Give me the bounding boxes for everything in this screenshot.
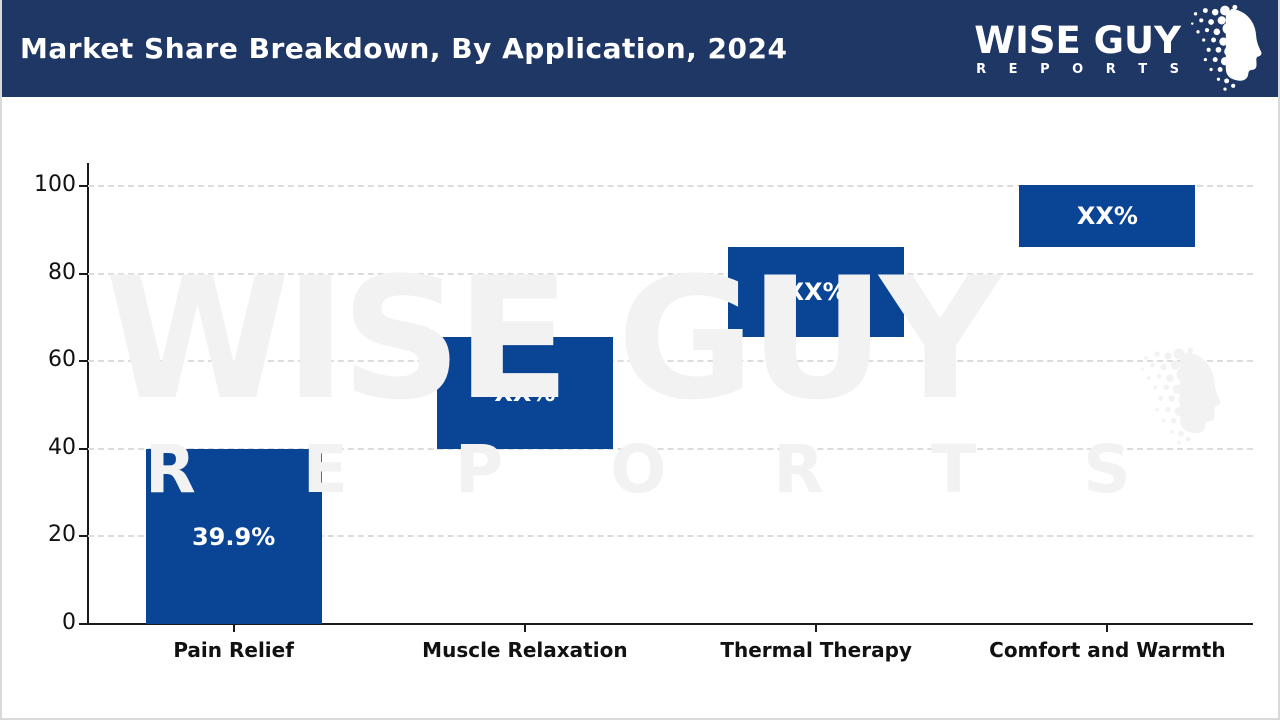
x-tick-mark [523,625,526,632]
wiseguy-logo-text: WISE GUY R E P O R T S [967,22,1188,76]
gridline [88,535,1253,538]
wiseguy-wordmark: WISE GUY [974,18,1181,62]
x-category-label: Pain Relief [173,638,294,662]
image-border-left [0,0,2,720]
y-tick-mark [79,185,87,187]
y-tick-mark [79,447,87,450]
x-category-label: Comfort and Warmth [989,638,1226,662]
y-tick-mark [79,272,87,275]
x-axis-line [86,623,1253,625]
y-axis-spine [87,163,89,625]
page-title: Market Share Breakdown, By Application, … [20,32,788,65]
x-category-label: Thermal Therapy [720,638,912,662]
x-tick-mark [815,625,818,632]
y-tick-label: 60 [48,347,76,373]
gridline [88,185,1253,187]
gridline [88,360,1253,363]
x-category-label: Muscle Relaxation [422,638,628,662]
wiseguy-head-icon [1191,4,1262,91]
waterfall-bar: XX% [728,246,905,337]
bar-value-label: XX% [785,277,847,306]
wiseguy-reports-label: R E P O R T S [976,61,1188,77]
bar-value-label: XX% [1076,201,1138,230]
y-tick-label: 20 [48,522,76,548]
image-border-bottom [0,718,1280,720]
waterfall-bar: 39.9% [145,449,322,624]
bar-value-label: XX% [494,378,556,407]
x-tick-mark [1106,625,1109,632]
gridline [88,272,1253,275]
y-tick-mark [79,535,87,538]
x-tick-mark [232,625,235,632]
y-tick-mark [79,360,87,363]
waterfall-bar: XX% [1019,184,1196,247]
header: Market Share Breakdown, By Application, … [0,0,1280,97]
wiseguy-logo: WISE GUY R E P O R T S [967,4,1266,94]
gridline [88,447,1253,450]
y-tick-label: 100 [34,172,76,197]
y-tick-label: 80 [48,259,76,285]
y-tick-mark [79,623,87,625]
image-border-right [1278,0,1280,720]
bar-value-label: 39.9% [191,522,276,551]
waterfall-bar: XX% [436,336,613,450]
y-tick-label: 40 [48,434,76,460]
y-tick-label: 0 [62,610,76,635]
